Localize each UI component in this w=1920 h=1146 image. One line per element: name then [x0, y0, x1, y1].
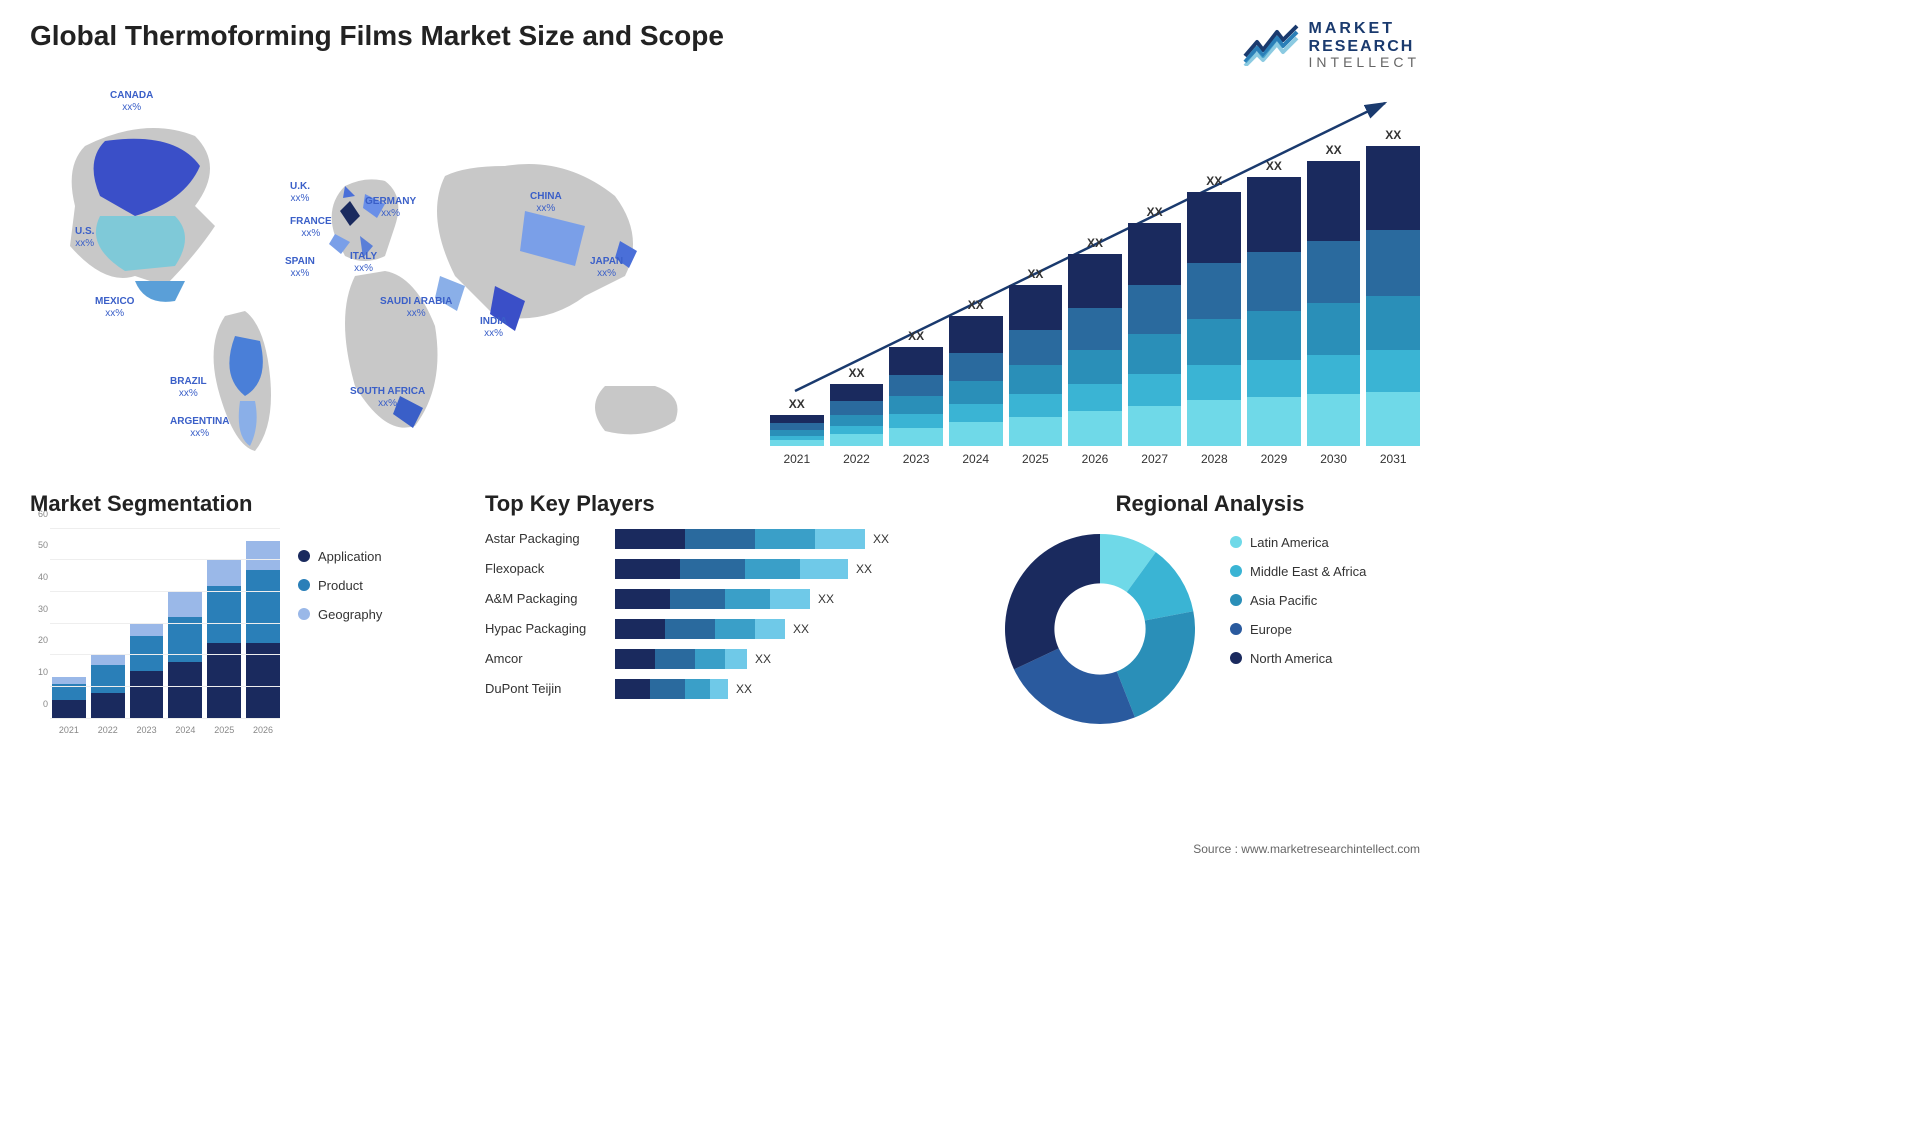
seg-legend-application: Application	[298, 549, 382, 564]
growth-bar-2027: XX2027	[1128, 223, 1182, 445]
growth-bar-2030: XX2030	[1307, 161, 1361, 445]
growth-bar-2028: XX2028	[1187, 192, 1241, 445]
map-label-china: CHINAxx%	[530, 191, 562, 215]
logo-wave-icon	[1243, 24, 1299, 66]
player-row-hypacpackaging: Hypac PackagingXX	[485, 619, 965, 639]
seg-legend-geography: Geography	[298, 607, 382, 622]
map-label-argentina: ARGENTINAxx%	[170, 416, 229, 440]
page-title: Global Thermoforming Films Market Size a…	[30, 20, 724, 52]
map-label-uk: U.K.xx%	[290, 181, 310, 205]
seg-bar-2024: 2024	[168, 592, 202, 719]
player-row-dupontteijin: DuPont TeijinXX	[485, 679, 965, 699]
logo-text-2: RESEARCH	[1309, 38, 1420, 56]
growth-bar-2022: XX2022	[830, 384, 884, 446]
seg-bar-2026: 2026	[246, 541, 280, 718]
segmentation-title: Market Segmentation	[30, 491, 450, 517]
donut-slice-northamerica	[1005, 534, 1100, 669]
map-label-us: U.S.xx%	[75, 226, 94, 250]
regional-legend-middleeastafrica: Middle East & Africa	[1230, 564, 1366, 579]
growth-chart-panel: XX2021XX2022XX2023XX2024XX2025XX2026XX20…	[770, 86, 1420, 466]
growth-bar-2023: XX2023	[889, 347, 943, 445]
map-label-saudiarabia: SAUDI ARABIAxx%	[380, 296, 452, 320]
player-row-ampackaging: A&M PackagingXX	[485, 589, 965, 609]
map-label-japan: JAPANxx%	[590, 256, 623, 280]
growth-bar-2025: XX2025	[1009, 285, 1063, 445]
regional-legend-northamerica: North America	[1230, 651, 1366, 666]
segmentation-panel: Market Segmentation 0102030405060 202120…	[30, 491, 450, 739]
regional-legend-latinamerica: Latin America	[1230, 535, 1366, 550]
growth-bar-2021: XX2021	[770, 415, 824, 446]
seg-bar-2021: 2021	[52, 677, 86, 718]
map-au-base	[595, 386, 678, 434]
key-players-title: Top Key Players	[485, 491, 965, 517]
brand-logo: MARKET RESEARCH INTELLECT	[1243, 20, 1420, 71]
map-label-france: FRANCExx%	[290, 216, 332, 240]
map-label-italy: ITALYxx%	[350, 251, 377, 275]
map-label-mexico: MEXICOxx%	[95, 296, 134, 320]
growth-bar-2029: XX2029	[1247, 177, 1301, 446]
map-label-southafrica: SOUTH AFRICAxx%	[350, 386, 425, 410]
player-row-flexopack: FlexopackXX	[485, 559, 965, 579]
map-mexico	[135, 281, 185, 302]
map-label-canada: CANADAxx%	[110, 90, 153, 114]
growth-bar-2026: XX2026	[1068, 254, 1122, 445]
logo-text-3: INTELLECT	[1309, 55, 1420, 70]
regional-legend: Latin America Middle East & Africa Asia Pa…	[1230, 529, 1366, 666]
regional-panel: Regional Analysis Latin America Middle Ea…	[1000, 491, 1420, 739]
regional-title: Regional Analysis	[1000, 491, 1420, 517]
regional-legend-asiapacific: Asia Pacific	[1230, 593, 1366, 608]
segmentation-legend: Application Product Geography	[298, 529, 382, 739]
map-label-germany: GERMANYxx%	[365, 196, 416, 220]
logo-text-1: MARKET	[1309, 20, 1420, 38]
seg-bar-2025: 2025	[207, 560, 241, 718]
map-label-brazil: BRAZILxx%	[170, 376, 207, 400]
regional-legend-europe: Europe	[1230, 622, 1366, 637]
segmentation-chart: 0102030405060 202120222023202420252026	[30, 529, 280, 739]
seg-legend-product: Product	[298, 578, 382, 593]
seg-bar-2023: 2023	[130, 624, 164, 719]
growth-bar-2031: XX2031	[1366, 146, 1420, 446]
player-row-astarpackaging: Astar PackagingXX	[485, 529, 965, 549]
growth-bar-2024: XX2024	[949, 316, 1003, 445]
world-map-panel: CANADAxx% U.S.xx% MEXICOxx% BRAZILxx% ARGENT…	[30, 86, 740, 466]
source-attribution: Source : www.marketresearchintellect.com	[1193, 842, 1420, 856]
key-players-panel: Top Key Players Astar PackagingXX Flexopa…	[485, 491, 965, 739]
player-row-amcor: AmcorXX	[485, 649, 965, 669]
map-label-india: INDIAxx%	[480, 316, 507, 340]
regional-donut	[1000, 529, 1200, 729]
map-label-spain: SPAINxx%	[285, 256, 315, 280]
